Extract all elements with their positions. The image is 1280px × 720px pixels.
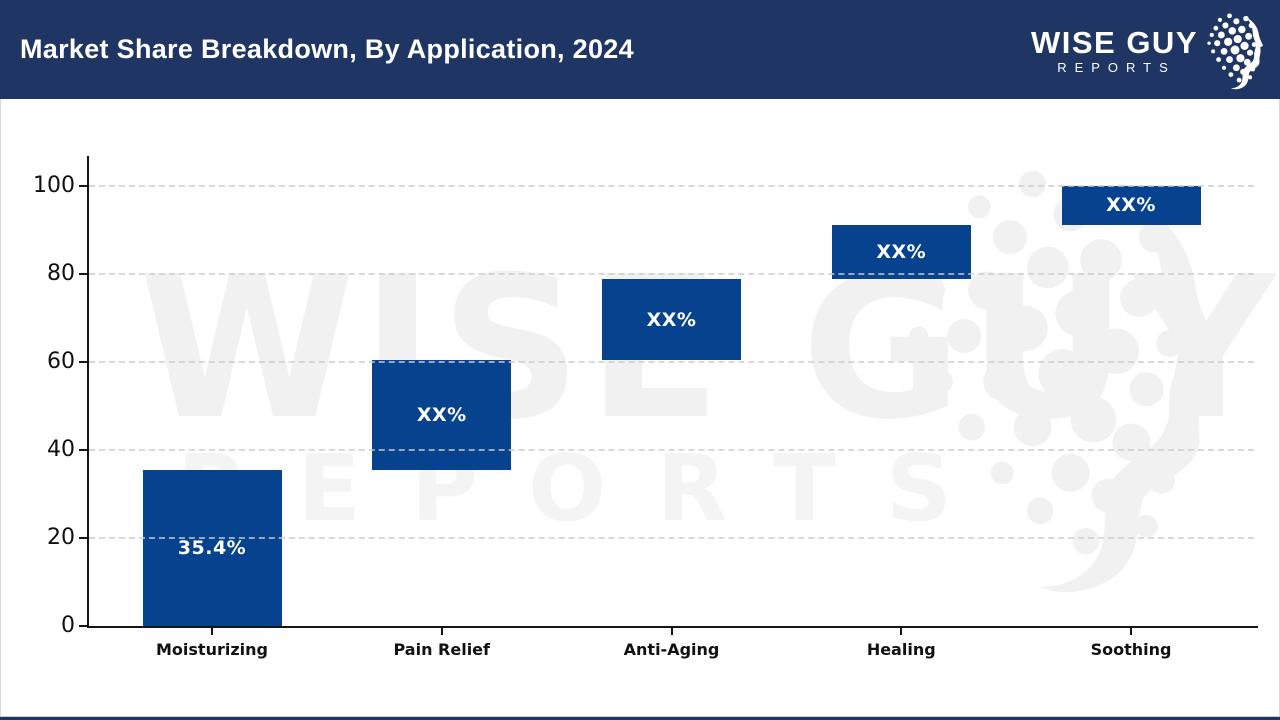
y-axis-tick-label: 80	[47, 261, 75, 286]
x-tick-mark	[1130, 628, 1132, 635]
gridline	[89, 273, 1254, 275]
y-axis-tick-label: 40	[47, 437, 75, 462]
x-axis-label: Pain Relief	[393, 640, 491, 659]
y-tick-mark	[79, 537, 88, 539]
bar-value-label: XX%	[876, 240, 927, 263]
brand-logo-line1: WISE GUY	[1030, 24, 1198, 60]
bar-healing: XX%	[831, 224, 971, 279]
x-axis-label: Healing	[866, 640, 936, 659]
gridline	[89, 361, 1254, 363]
bar-value-label: 35.4%	[177, 537, 247, 560]
x-tick-mark	[900, 628, 903, 635]
y-axis-tick-label: 0	[61, 613, 75, 638]
x-tick-mark	[211, 628, 213, 635]
bar-soothing: XX%	[1061, 186, 1201, 225]
brand-logo: WISE GUY REPORTS	[1031, 8, 1270, 92]
y-axis-tick-label: 100	[33, 173, 75, 198]
gridline	[89, 185, 1254, 187]
bar-pain-relief: XX%	[372, 360, 512, 471]
y-tick-mark	[79, 185, 88, 187]
bottom-hairline	[0, 716, 1280, 717]
x-tick-mark	[670, 628, 673, 635]
watermark-text-reports: REPORTS	[177, 435, 1003, 542]
chart-canvas: WISE GUY REPORTS 0 20 40 60 80 100 35.4% Moistu…	[0, 99, 1280, 716]
bar-moisturizing: 35.4%	[142, 470, 282, 626]
y-tick-mark	[79, 449, 88, 451]
x-axis-line	[87, 626, 1258, 628]
header-bar: Market Share Breakdown, By Application, …	[0, 0, 1280, 99]
y-axis-tick-label: 20	[47, 525, 75, 550]
bar-anti-aging: XX%	[602, 278, 741, 361]
dotted-head-icon	[1207, 13, 1264, 90]
x-axis-label: Anti-Aging	[623, 640, 720, 659]
watermark-dotted-head-icon	[909, 170, 1219, 593]
page-title: Market Share Breakdown, By Application, …	[20, 34, 634, 64]
bar-value-label: XX%	[646, 308, 697, 331]
gridline	[89, 537, 1254, 539]
x-tick-mark	[440, 628, 443, 635]
y-tick-mark	[79, 273, 88, 275]
brand-logo-text: WISE GUY REPORTS	[1031, 27, 1198, 74]
bar-value-label: XX%	[416, 404, 467, 427]
y-tick-mark	[79, 625, 88, 627]
bar-value-label: XX%	[1106, 194, 1156, 217]
brand-logo-line2: REPORTS	[1057, 59, 1176, 75]
footer-accent-strip	[0, 717, 1280, 720]
y-tick-mark	[79, 361, 88, 363]
x-axis-label: Soothing	[1090, 640, 1172, 659]
x-axis-label: Moisturizing	[156, 640, 268, 659]
gridline	[89, 449, 1254, 451]
y-axis-tick-label: 60	[47, 349, 75, 374]
y-axis-line	[87, 156, 89, 628]
